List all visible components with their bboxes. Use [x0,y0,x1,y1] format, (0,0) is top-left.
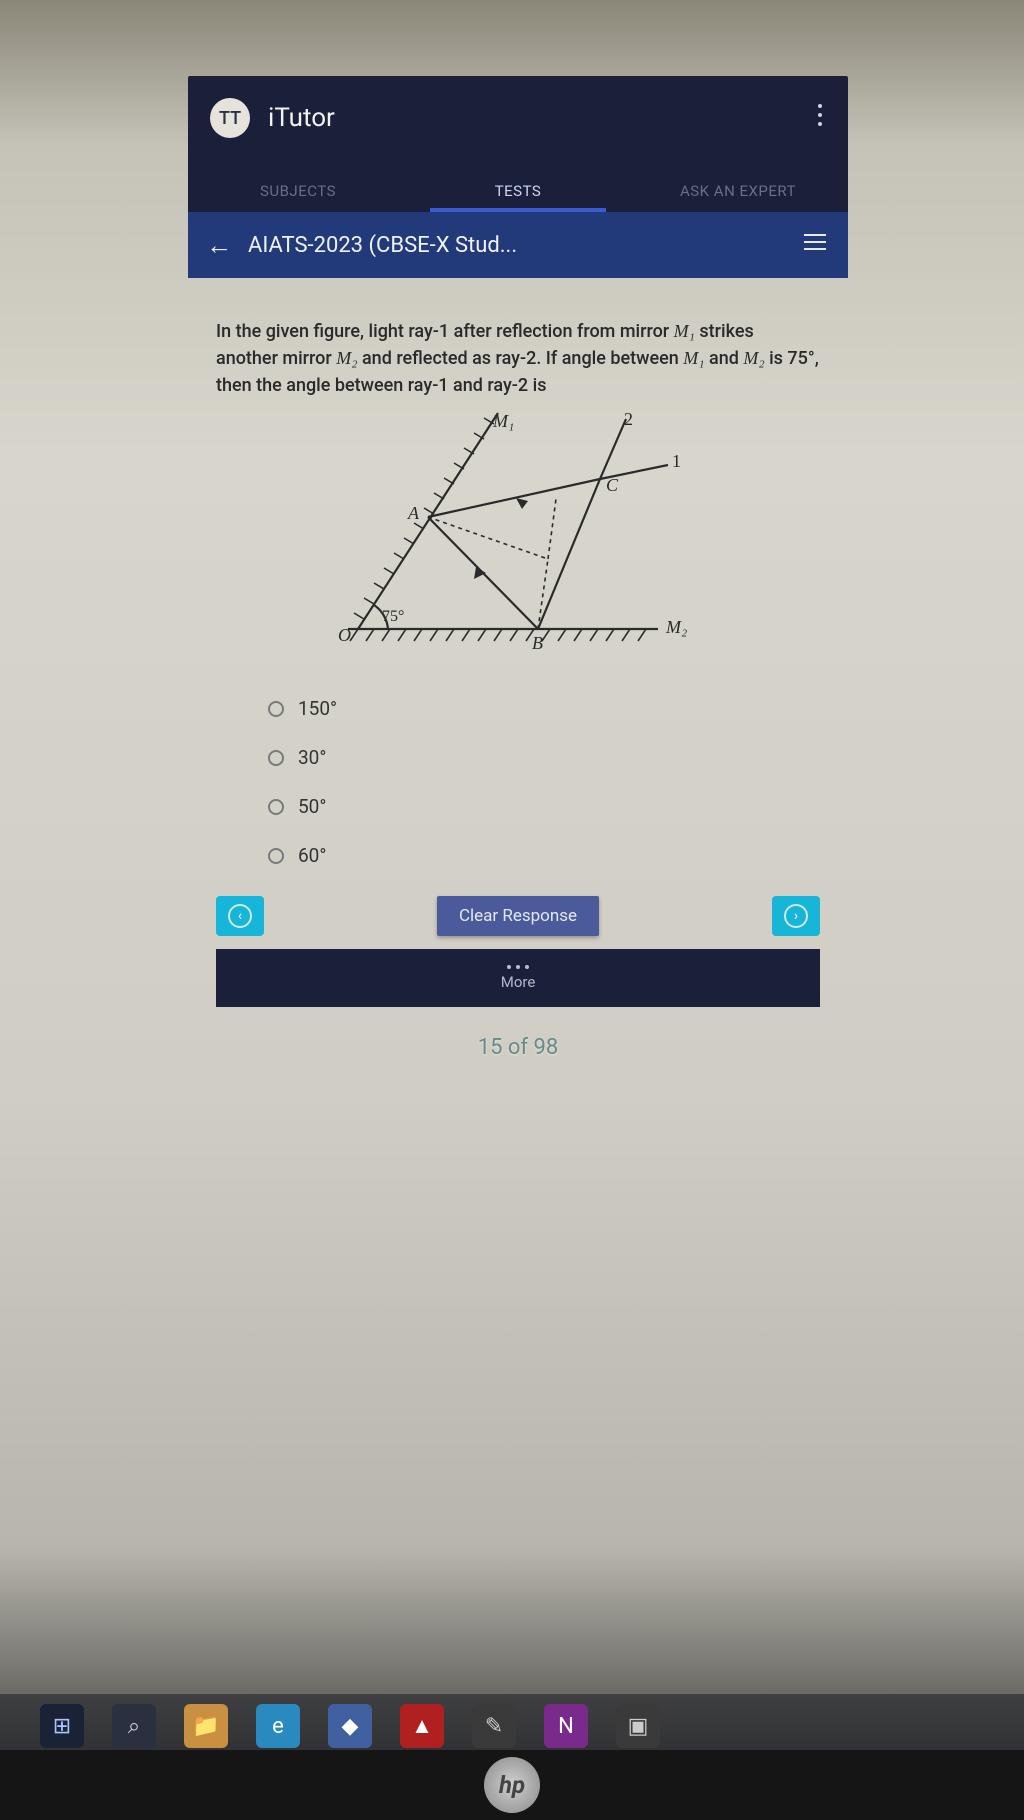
next-button[interactable]: › [772,896,820,936]
hp-logo: hp [484,1757,540,1813]
option-label: 60° [298,844,326,867]
breadcrumb-bar: ← AIATS-2023 (CBSE-X Stud... [188,212,848,278]
tab-subjects[interactable]: SUBJECTS [188,182,408,212]
app-window: TT iTutor SUBJECTS TESTS ASK AN EXPERT ←… [188,76,848,1080]
svg-text:C: C [606,475,619,495]
taskbar-start-icon[interactable]: ⊞ [40,1704,84,1748]
footer-controls: ‹ Clear Response › [216,893,820,939]
option-4[interactable]: 60° [268,844,820,867]
svg-text:75°: 75° [382,608,404,625]
hamburger-menu-icon[interactable] [804,234,826,250]
option-label: 50° [298,795,326,818]
app-title: iTutor [268,103,335,133]
taskbar-pdf-icon[interactable]: ▲ [400,1704,444,1748]
radio-icon [268,701,284,717]
taskbar-app1-icon[interactable]: ◆ [328,1704,372,1748]
taskbar: ⊞ ⌕ 📁 e ◆ ▲ ✎ N ▣ [0,1694,1024,1758]
svg-text:2: 2 [624,409,633,429]
radio-icon [268,750,284,766]
taskbar-app2-icon[interactable]: ▣ [616,1704,660,1748]
taskbar-edge-icon[interactable]: e [256,1704,300,1748]
question-counter: 15 of 98 [216,1035,820,1060]
option-1[interactable]: 150° [268,697,820,720]
ellipsis-icon [507,965,529,969]
svg-text:M₁: M₁ [492,411,514,431]
taskbar-search-icon[interactable]: ⌕ [112,1704,156,1748]
option-label: 30° [298,746,326,769]
radio-icon [268,848,284,864]
tab-tests[interactable]: TESTS [408,182,628,212]
chevron-left-icon: ‹ [228,904,252,928]
question-content: In the given figure, light ray-1 after r… [188,278,848,1080]
svg-text:A: A [407,503,420,523]
breadcrumb-title: AIATS-2023 (CBSE-X Stud... [248,233,517,258]
taskbar-text-icon[interactable]: ✎ [472,1704,516,1748]
laptop-bezel: hp [0,1750,1024,1820]
options-list: 150° 30° 50° 60° [268,697,820,867]
option-label: 150° [298,697,337,720]
svg-text:M₂: M₂ [665,617,687,637]
tab-ask-expert[interactable]: ASK AN EXPERT [628,182,848,212]
more-label: More [501,973,536,991]
svg-text:1: 1 [672,451,681,471]
option-2[interactable]: 30° [268,746,820,769]
avatar[interactable]: TT [210,98,250,138]
svg-text:O: O [338,625,351,645]
prev-button[interactable]: ‹ [216,896,264,936]
option-3[interactable]: 50° [268,795,820,818]
taskbar-files-icon[interactable]: 📁 [184,1704,228,1748]
tabs: SUBJECTS TESTS ASK AN EXPERT [188,160,848,212]
taskbar-onenote-icon[interactable]: N [544,1704,588,1748]
radio-icon [268,799,284,815]
question-text: In the given figure, light ray-1 after r… [216,318,820,399]
chevron-right-icon: › [784,904,808,928]
clear-response-button[interactable]: Clear Response [437,896,599,936]
back-arrow-icon[interactable]: ← [206,230,232,261]
app-topbar: TT iTutor [188,76,848,160]
kebab-menu-icon[interactable] [818,104,822,126]
svg-text:B: B [532,633,543,653]
more-bar[interactable]: More [216,949,820,1007]
geometry-figure: M₁ M₂ O A B C 1 2 75° [328,409,708,669]
